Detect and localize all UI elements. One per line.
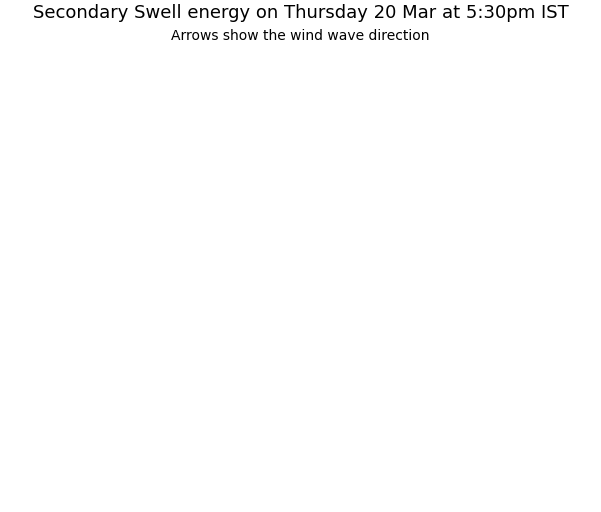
Text: Map requires cartopy: Map requires cartopy xyxy=(212,270,389,288)
Text: Secondary Swell energy on Thursday 20 Mar at 5:30pm IST: Secondary Swell energy on Thursday 20 Ma… xyxy=(32,4,569,22)
Text: Arrows show the wind wave direction: Arrows show the wind wave direction xyxy=(171,29,430,43)
